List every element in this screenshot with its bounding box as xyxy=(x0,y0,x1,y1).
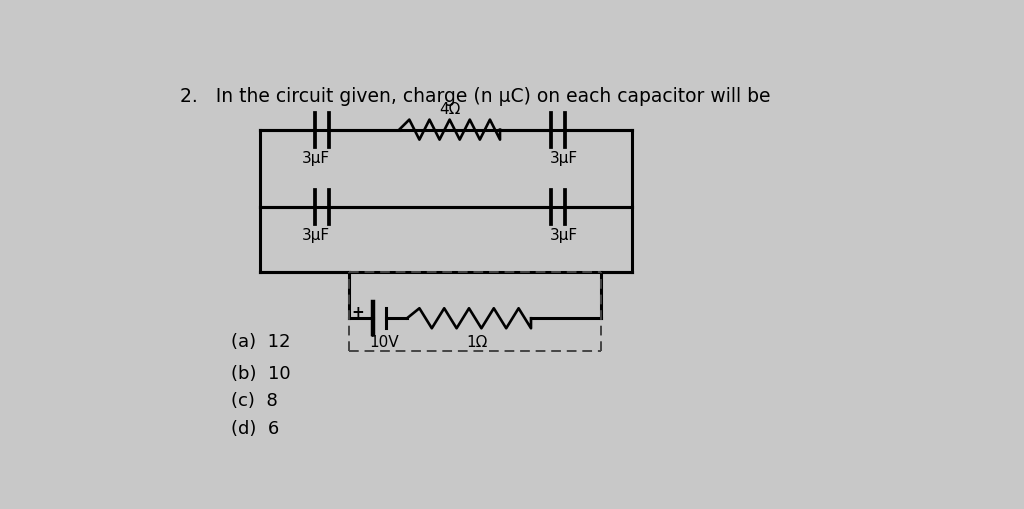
Text: 3μF: 3μF xyxy=(550,228,579,243)
Text: (c)  8: (c) 8 xyxy=(231,392,278,410)
Text: 10V: 10V xyxy=(369,335,398,350)
Text: +: + xyxy=(352,304,365,320)
Text: 3μF: 3μF xyxy=(550,151,579,166)
Text: (a)  12: (a) 12 xyxy=(231,333,291,352)
Text: (d)  6: (d) 6 xyxy=(231,420,280,438)
Text: 1Ω: 1Ω xyxy=(466,335,487,350)
Text: 3μF: 3μF xyxy=(301,228,330,243)
Text: 4Ω: 4Ω xyxy=(439,101,461,117)
Text: 2.   In the circuit given, charge (n μC) on each capacitor will be: 2. In the circuit given, charge (n μC) o… xyxy=(179,87,770,105)
Text: (b)  10: (b) 10 xyxy=(231,365,291,383)
Text: 3μF: 3μF xyxy=(301,151,330,166)
